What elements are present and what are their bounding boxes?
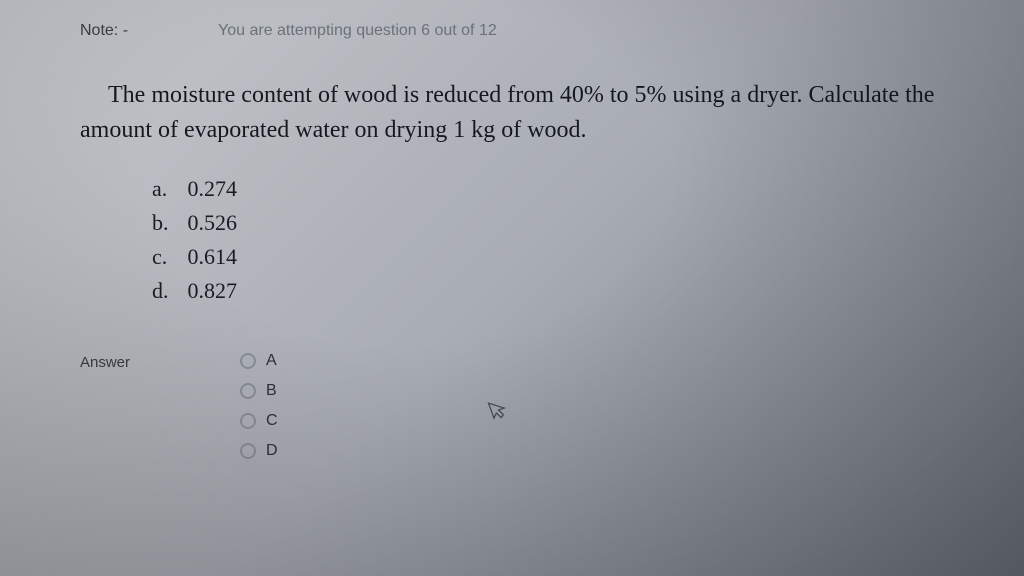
note-row: Note: - You are attempting question 6 ou… xyxy=(80,22,984,40)
answer-choices: A B C D xyxy=(240,352,278,460)
option-d: d. 0.827 xyxy=(152,274,984,308)
answer-choice-a[interactable]: A xyxy=(240,352,278,370)
answer-choice-b[interactable]: B xyxy=(240,382,278,400)
radio-icon xyxy=(240,443,256,459)
option-c: c. 0.614 xyxy=(152,240,984,274)
radio-icon xyxy=(240,353,256,369)
choice-letter: A xyxy=(266,352,277,370)
choice-letter: C xyxy=(266,412,278,430)
option-value: 0.827 xyxy=(188,278,238,303)
option-letter: c. xyxy=(152,240,182,274)
answer-choice-d[interactable]: D xyxy=(240,442,278,460)
radio-icon xyxy=(240,413,256,429)
answer-section: Answer A B C D xyxy=(80,352,984,460)
option-letter: b. xyxy=(152,206,182,240)
answer-label: Answer xyxy=(80,354,130,371)
option-value: 0.274 xyxy=(188,176,238,201)
option-a: a. 0.274 xyxy=(152,172,984,206)
options-list: a. 0.274 b. 0.526 c. 0.614 d. 0.827 xyxy=(152,172,984,308)
note-label: Note: - xyxy=(80,22,128,40)
option-value: 0.614 xyxy=(188,244,238,269)
choice-letter: B xyxy=(266,382,277,400)
option-b: b. 0.526 xyxy=(152,206,984,240)
answer-choice-c[interactable]: C xyxy=(240,412,278,430)
option-value: 0.526 xyxy=(188,210,238,235)
option-letter: d. xyxy=(152,274,182,308)
radio-icon xyxy=(240,383,256,399)
option-letter: a. xyxy=(152,172,182,206)
choice-letter: D xyxy=(266,442,278,460)
note-progress-text: You are attempting question 6 out of 12 xyxy=(218,22,497,40)
question-text: The moisture content of wood is reduced … xyxy=(80,78,950,148)
